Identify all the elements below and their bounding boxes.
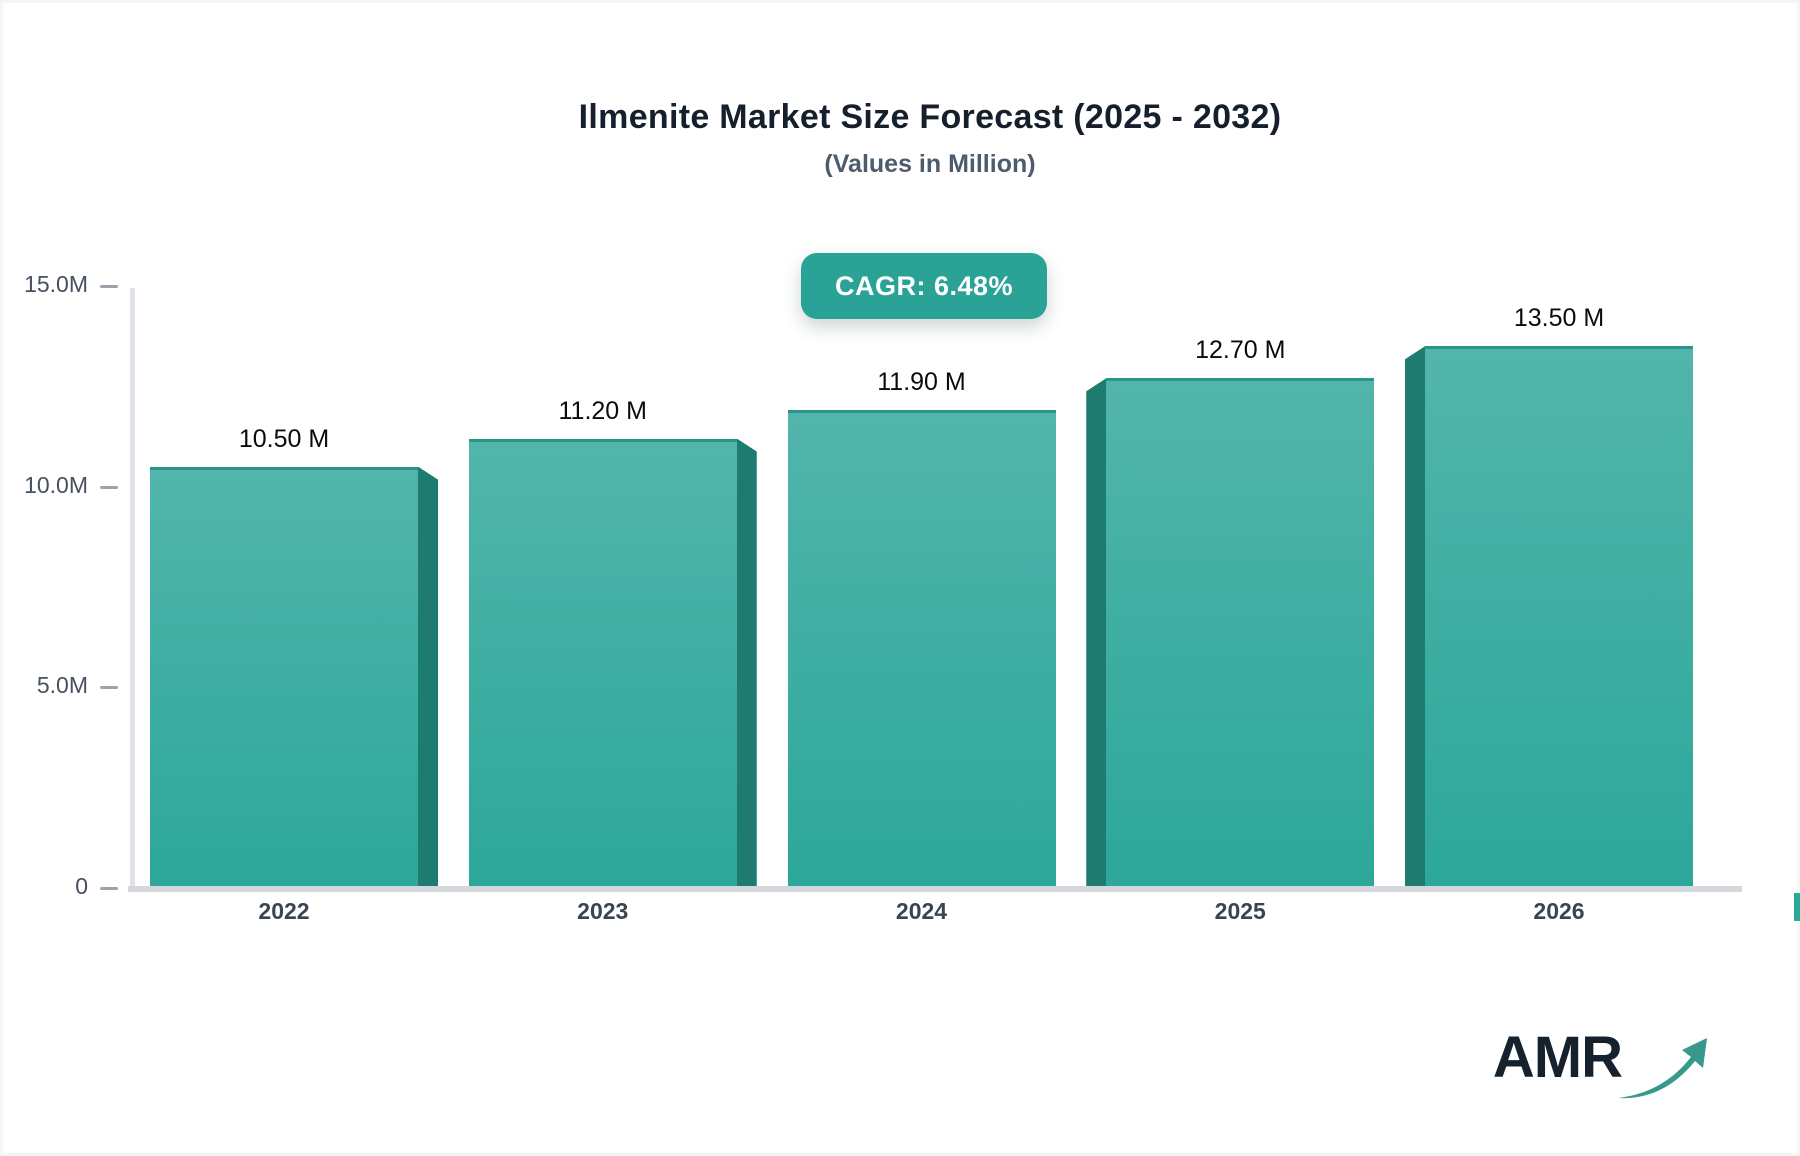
x-axis-label-2023: 2023 bbox=[577, 898, 629, 924]
bar-2026 bbox=[1425, 346, 1693, 886]
chart-subtitle: (Values in Million) bbox=[824, 150, 1036, 178]
bar-2023 bbox=[468, 438, 737, 886]
y-axis-tick-label: 10.0M bbox=[24, 471, 88, 498]
bar-2024 bbox=[787, 410, 1056, 886]
chart-title: Ilmenite Market Size Forecast (2025 - 20… bbox=[578, 98, 1282, 136]
bar-value-label: 12.70 M bbox=[1195, 336, 1286, 365]
bar-value-label: 10.50 M bbox=[238, 424, 330, 453]
y-axis-tick-mark bbox=[100, 887, 118, 890]
bar-2022 bbox=[150, 466, 418, 886]
bar-3d-side-2026 bbox=[1405, 346, 1425, 886]
y-axis-tick-mark bbox=[100, 485, 118, 489]
y-axis-tick-label: 5.0M bbox=[36, 672, 88, 699]
x-axis-line bbox=[128, 886, 1742, 892]
x-axis-label-2025: 2025 bbox=[1214, 898, 1266, 924]
bar-value-label: 13.50 M bbox=[1513, 304, 1605, 333]
y-axis-line bbox=[130, 288, 135, 888]
brand-logo-text: AMR bbox=[1492, 1025, 1623, 1090]
brand-logo: AMR bbox=[1493, 1029, 1708, 1108]
y-axis-tick-label: 0 bbox=[75, 873, 88, 899]
x-axis-label-2024: 2024 bbox=[895, 898, 948, 924]
bar-3d-side-2023 bbox=[736, 438, 757, 886]
bar-value-label: 11.20 M bbox=[558, 396, 647, 425]
cagr-badge: CAGR: 6.48% bbox=[800, 253, 1048, 319]
right-edge-artifact bbox=[1794, 893, 1800, 921]
bar-3d-side-2022 bbox=[418, 466, 438, 886]
bar-3d-side-2025 bbox=[1086, 378, 1107, 886]
bar-value-label: 11.90 M bbox=[877, 368, 966, 397]
cagr-badge-label: CAGR: 6.48% bbox=[834, 270, 1014, 301]
y-axis-tick-label: 15.0M bbox=[24, 271, 88, 297]
bar-2025 bbox=[1106, 378, 1375, 886]
y-axis-tick-mark bbox=[100, 686, 118, 690]
x-axis-label-2022: 2022 bbox=[258, 898, 310, 924]
growth-arrow-icon bbox=[1616, 1031, 1708, 1108]
x-axis-label-2026: 2026 bbox=[1533, 898, 1585, 924]
y-axis-tick-mark bbox=[100, 285, 118, 288]
